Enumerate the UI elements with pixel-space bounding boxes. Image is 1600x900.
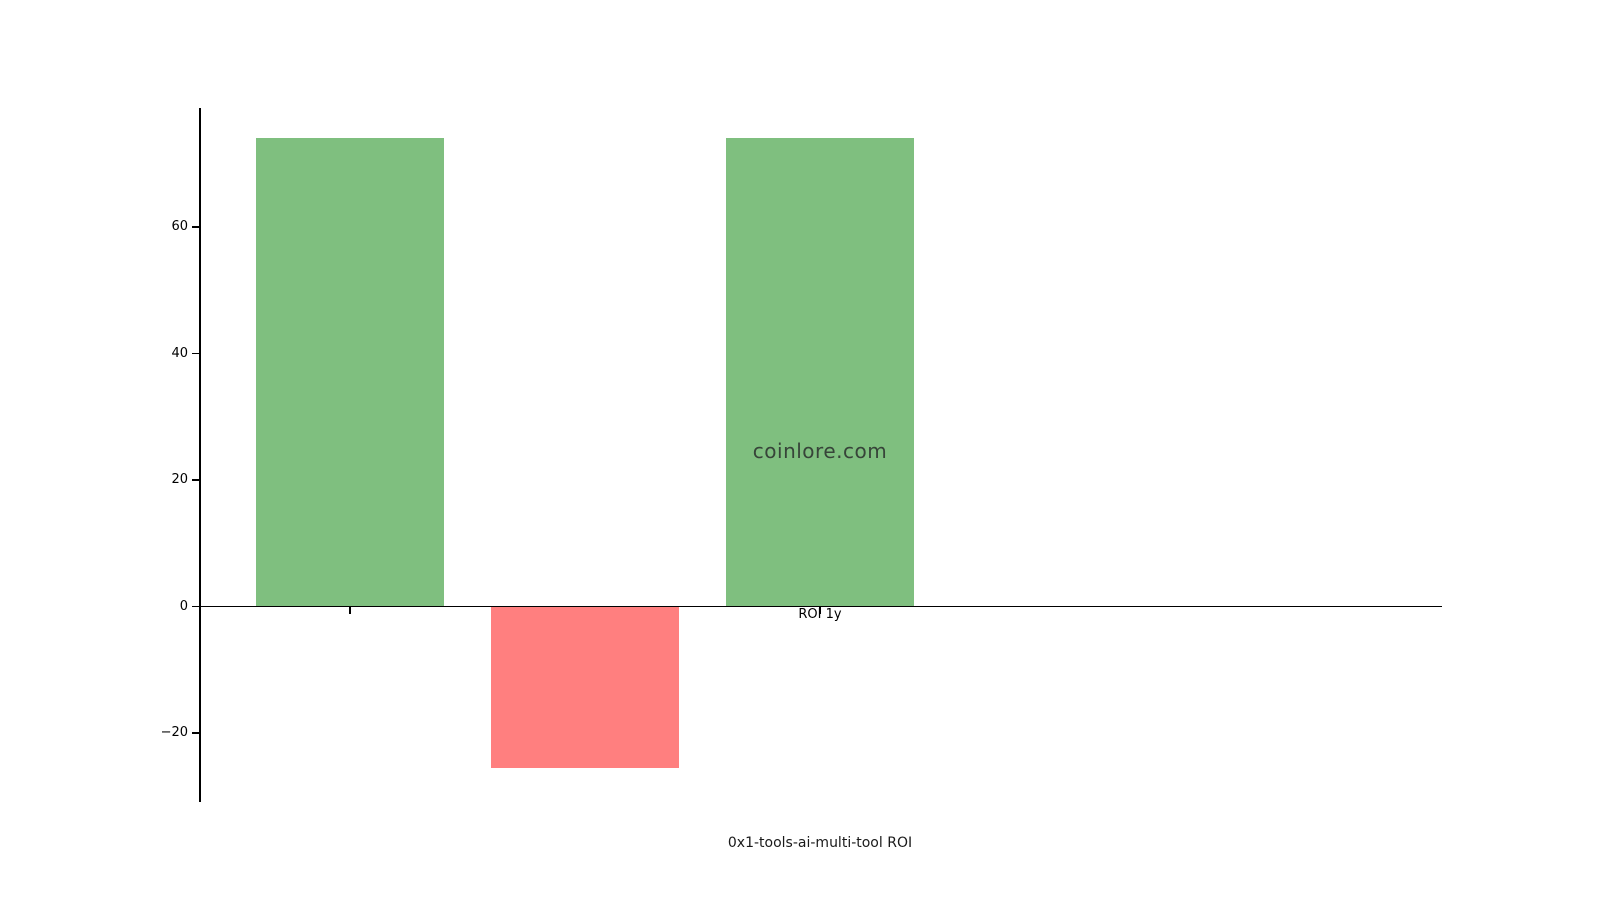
bar-unlabeled-1 [491, 606, 679, 768]
y-tick-label: 0 [179, 598, 188, 614]
bar-unlabeled-0 [256, 138, 444, 607]
y-tick-mark [192, 226, 199, 228]
chart-xlabel: 0x1-tools-ai-multi-tool ROI [727, 835, 913, 851]
y-tick-mark [192, 605, 199, 608]
bar-roi-1y [726, 138, 914, 607]
y-tick-label: −20 [160, 725, 188, 740]
x-axis-spine [199, 605, 1442, 608]
x-tick-label: ROI 1y [798, 607, 842, 623]
y-tick-label: 40 [171, 345, 188, 361]
y-tick-mark [192, 352, 199, 355]
y-tick-label: 60 [171, 219, 188, 234]
watermark-text: coinlore.com [752, 439, 888, 463]
y-tick-label: 20 [171, 472, 188, 487]
y-axis-spine [199, 108, 201, 802]
x-tick-mark [819, 607, 821, 615]
y-tick-mark [192, 732, 199, 734]
x-tick-mark [349, 607, 351, 615]
y-tick-mark [192, 479, 199, 481]
